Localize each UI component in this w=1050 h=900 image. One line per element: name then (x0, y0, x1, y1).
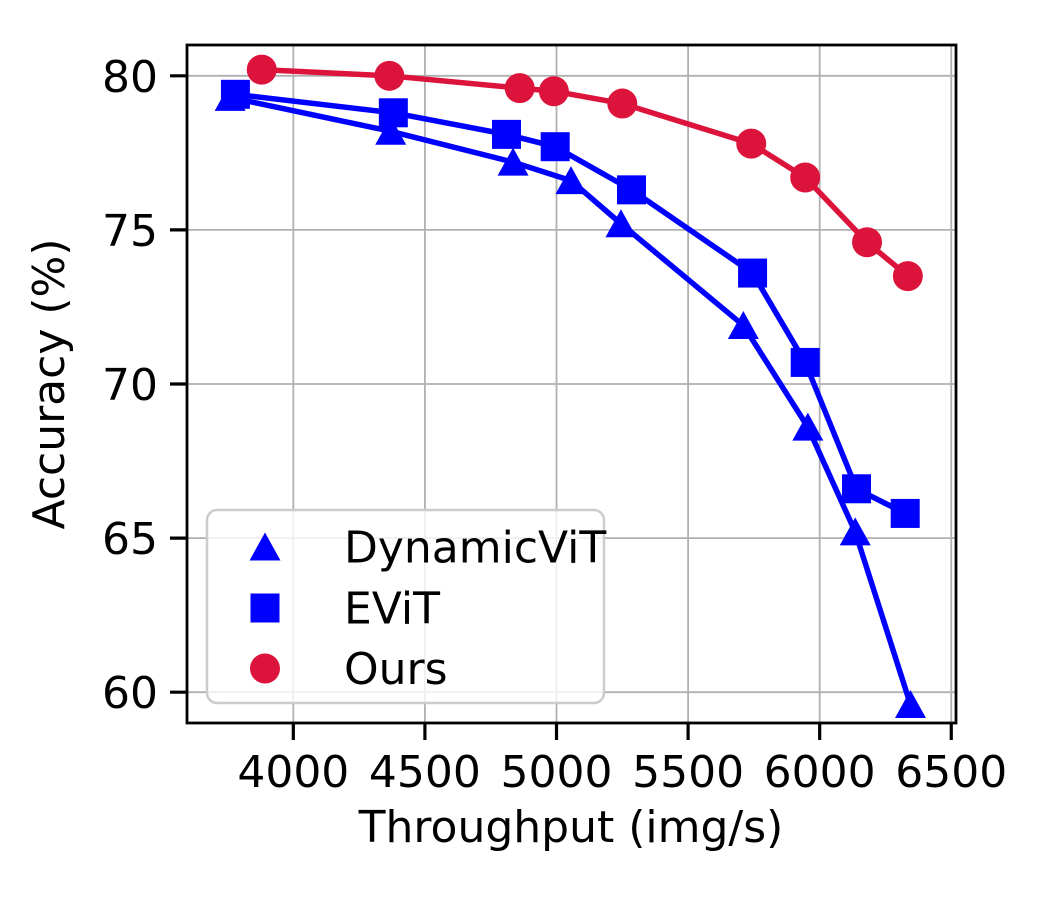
y-tick-label: 80 (102, 52, 158, 103)
triangle-marker (605, 209, 637, 238)
legend-square-icon (250, 593, 280, 623)
square-marker (617, 175, 647, 205)
legend-entry-ours: Ours (250, 644, 448, 695)
circle-marker (607, 88, 638, 119)
circle-marker (852, 227, 883, 258)
x-tick-label: 6500 (895, 747, 1007, 798)
triangle-marker (555, 166, 587, 195)
legend-triangle-icon (249, 532, 281, 561)
y-tick-label: 60 (102, 668, 158, 719)
square-marker (491, 119, 521, 149)
x-tick-label: 4000 (237, 747, 349, 798)
series-layer (214, 54, 926, 719)
circle-marker (374, 60, 405, 91)
circle-marker (736, 128, 767, 159)
circle-marker (790, 162, 821, 193)
y-axis-label: Accuracy (%) (24, 238, 75, 529)
y-tick-label: 75 (102, 206, 158, 257)
series-evit (220, 79, 920, 528)
triangle-marker (375, 116, 407, 145)
circle-marker (246, 54, 277, 85)
legend-entry-evit: EViT (250, 584, 440, 635)
square-marker (842, 474, 872, 504)
x-axis-label: Throughput (img/s) (358, 802, 784, 853)
legend-label: EViT (344, 584, 440, 635)
circle-marker (538, 76, 569, 107)
triangle-marker (894, 690, 926, 719)
legend-label: DynamicViT (344, 523, 606, 574)
legend-label: Ours (344, 644, 448, 695)
legend: DynamicViT EViT Ours (205, 508, 606, 705)
tick-layer (170, 74, 953, 740)
square-marker (220, 79, 250, 109)
tick-label-layer: 4000 4500 5000 5500 6000 6500 60 65 70 75 80 (102, 52, 1007, 798)
square-marker (378, 98, 408, 128)
legend-box (205, 508, 606, 705)
triangle-marker (792, 412, 824, 441)
y-tick-label: 65 (102, 514, 158, 565)
x-tick-label: 5000 (501, 747, 613, 798)
square-marker (790, 347, 820, 377)
square-marker (890, 498, 920, 528)
square-marker (540, 132, 570, 162)
triangle-marker (497, 147, 529, 176)
triangle-marker (727, 310, 759, 339)
circle-marker (892, 261, 923, 292)
x-tick-label: 5500 (632, 747, 744, 798)
x-tick-label: 4500 (369, 747, 481, 798)
square-marker (738, 258, 768, 288)
x-tick-label: 6000 (764, 747, 876, 798)
y-tick-label: 70 (102, 360, 158, 411)
triangle-marker (839, 517, 871, 546)
series-ours (246, 54, 923, 292)
series-line-evit (235, 91, 907, 516)
legend-entry-dynamicvit: DynamicViT (249, 523, 606, 574)
legend-circle-icon (250, 653, 280, 684)
circle-marker (504, 73, 535, 104)
